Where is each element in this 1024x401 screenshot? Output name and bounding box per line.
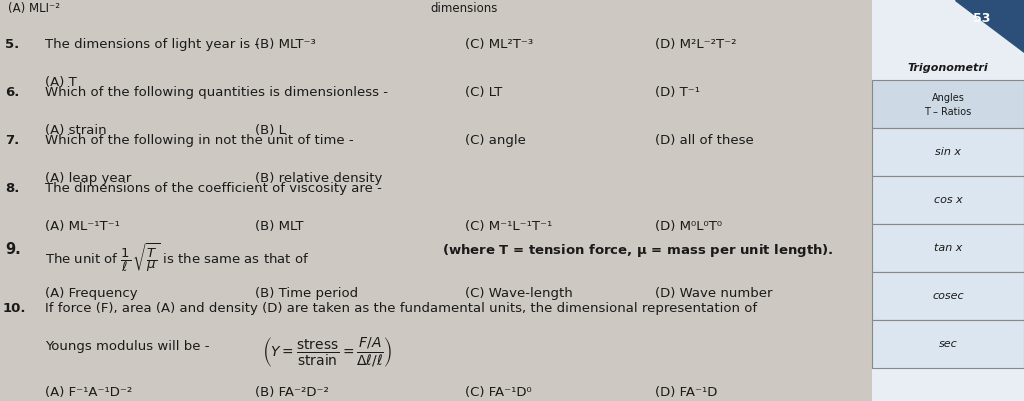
- Text: 53: 53: [974, 12, 990, 24]
- Text: (B) MLT: (B) MLT: [255, 220, 303, 233]
- Text: (C) LT: (C) LT: [465, 86, 502, 99]
- Text: Trigonometri: Trigonometri: [907, 63, 988, 73]
- Text: (C) angle: (C) angle: [465, 134, 526, 147]
- Text: (B) Time period: (B) Time period: [255, 287, 358, 300]
- Text: (A) ML⁻¹T⁻¹: (A) ML⁻¹T⁻¹: [45, 220, 120, 233]
- Text: 8.: 8.: [5, 182, 19, 195]
- Text: The dimensions of light year is -: The dimensions of light year is -: [45, 38, 259, 51]
- FancyBboxPatch shape: [872, 80, 1024, 128]
- FancyBboxPatch shape: [872, 272, 1024, 320]
- Text: If force (F), area (A) and density (D) are taken as the fundamental units, the d: If force (F), area (A) and density (D) a…: [45, 302, 757, 315]
- Text: (A) Frequency: (A) Frequency: [45, 287, 137, 300]
- Text: (A) leap year: (A) leap year: [45, 172, 131, 185]
- Text: Which of the following in not the unit of time -: Which of the following in not the unit o…: [45, 134, 353, 147]
- Text: cos x: cos x: [934, 195, 963, 205]
- Text: (D) all of these: (D) all of these: [655, 134, 754, 147]
- Text: (B) L: (B) L: [255, 124, 286, 137]
- Text: (C) Wave-length: (C) Wave-length: [465, 287, 572, 300]
- Text: Which of the following quantities is dimensionless -: Which of the following quantities is dim…: [45, 86, 388, 99]
- FancyBboxPatch shape: [872, 320, 1024, 368]
- Text: 9.: 9.: [5, 242, 20, 257]
- Text: (D) FA⁻¹D: (D) FA⁻¹D: [655, 386, 718, 399]
- Text: (A) F⁻¹A⁻¹D⁻²: (A) F⁻¹A⁻¹D⁻²: [45, 386, 132, 399]
- Text: (D) M²L⁻²T⁻²: (D) M²L⁻²T⁻²: [655, 38, 736, 51]
- Text: The dimensions of the coefficient of viscosity are -: The dimensions of the coefficient of vis…: [45, 182, 382, 195]
- Text: (A) MLI⁻²: (A) MLI⁻²: [8, 2, 60, 15]
- Text: (B) FA⁻²D⁻²: (B) FA⁻²D⁻²: [255, 386, 329, 399]
- Text: dimensions: dimensions: [430, 2, 498, 15]
- Text: (D) T⁻¹: (D) T⁻¹: [655, 86, 700, 99]
- Text: 7.: 7.: [5, 134, 19, 147]
- Text: The unit of $\dfrac{1}{\ell}\,\sqrt{\dfrac{T}{\mu}}$ is the same as that of: The unit of $\dfrac{1}{\ell}\,\sqrt{\dfr…: [45, 242, 309, 275]
- Text: (D) Wave number: (D) Wave number: [655, 287, 772, 300]
- Text: (C) M⁻¹L⁻¹T⁻¹: (C) M⁻¹L⁻¹T⁻¹: [465, 220, 552, 233]
- Text: T – Ratios: T – Ratios: [925, 107, 972, 117]
- Polygon shape: [955, 0, 1024, 52]
- Text: 5.: 5.: [5, 38, 19, 51]
- Text: 10.: 10.: [3, 302, 27, 315]
- FancyBboxPatch shape: [872, 0, 1024, 401]
- Text: $\left(Y = \dfrac{\mathrm{stress}}{\mathrm{strain}} = \dfrac{F/A}{\Delta\ell/\el: $\left(Y = \dfrac{\mathrm{stress}}{\math…: [262, 336, 392, 369]
- FancyBboxPatch shape: [872, 224, 1024, 272]
- Text: sin x: sin x: [935, 147, 961, 157]
- Text: Youngs modulus will be -: Youngs modulus will be -: [45, 340, 210, 353]
- FancyBboxPatch shape: [872, 128, 1024, 176]
- Text: (B) relative density: (B) relative density: [255, 172, 382, 185]
- Text: (C) FA⁻¹D⁰: (C) FA⁻¹D⁰: [465, 386, 531, 399]
- Text: sec: sec: [939, 339, 957, 349]
- Text: (where $\mathbf{T}$ = tension force, $\mathbf{\mu}$ = mass per unit length).: (where $\mathbf{T}$ = tension force, $\m…: [442, 242, 834, 259]
- Text: 6.: 6.: [5, 86, 19, 99]
- Text: (D) M⁰L⁰T⁰: (D) M⁰L⁰T⁰: [655, 220, 722, 233]
- Text: (B) MLT⁻³: (B) MLT⁻³: [255, 38, 315, 51]
- Text: Angles: Angles: [932, 93, 965, 103]
- Text: cosec: cosec: [932, 291, 964, 301]
- Text: (A) T: (A) T: [45, 76, 77, 89]
- Text: tan x: tan x: [934, 243, 963, 253]
- Text: (C) ML²T⁻³: (C) ML²T⁻³: [465, 38, 534, 51]
- FancyBboxPatch shape: [872, 176, 1024, 224]
- Text: (A) strain: (A) strain: [45, 124, 106, 137]
